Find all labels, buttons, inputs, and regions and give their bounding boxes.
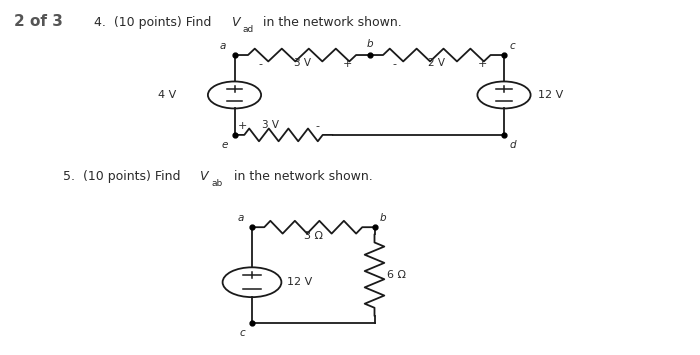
Text: V: V <box>199 170 208 184</box>
Text: ab: ab <box>211 179 223 188</box>
Text: c: c <box>510 41 515 51</box>
Text: in the network shown.: in the network shown. <box>259 16 402 29</box>
Text: b: b <box>366 39 373 49</box>
Text: 4.  (10 points) Find: 4. (10 points) Find <box>94 16 216 29</box>
Text: +: + <box>477 59 487 69</box>
Text: a: a <box>220 41 226 51</box>
Text: +: + <box>238 121 247 131</box>
Text: 12 V: 12 V <box>538 90 563 100</box>
Text: 5.  (10 points) Find: 5. (10 points) Find <box>63 170 185 184</box>
Text: -: - <box>393 59 397 69</box>
Text: 4 V: 4 V <box>158 90 176 100</box>
Text: d: d <box>510 140 516 150</box>
Text: c: c <box>239 328 245 338</box>
Text: 3 V: 3 V <box>293 58 311 68</box>
Text: 2 V: 2 V <box>428 58 445 68</box>
Text: 3 Ω: 3 Ω <box>304 231 323 241</box>
Text: in the network shown.: in the network shown. <box>230 170 372 184</box>
Text: a: a <box>237 213 244 223</box>
Text: e: e <box>221 140 228 150</box>
Text: 2 of 3: 2 of 3 <box>14 14 63 29</box>
Text: +: + <box>343 59 352 69</box>
Text: 6 Ω: 6 Ω <box>387 270 406 280</box>
Text: -: - <box>315 121 319 131</box>
Text: -: - <box>258 59 262 69</box>
Text: V: V <box>231 16 239 29</box>
Text: 3 V: 3 V <box>262 120 279 130</box>
Text: ad: ad <box>243 25 254 34</box>
Text: b: b <box>380 213 386 223</box>
Text: 12 V: 12 V <box>287 277 312 287</box>
